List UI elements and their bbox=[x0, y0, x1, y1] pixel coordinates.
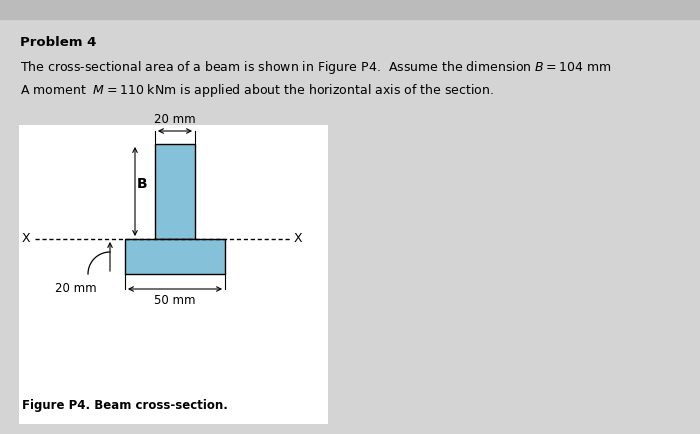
Text: B: B bbox=[137, 177, 148, 191]
Bar bbox=[0, 0, 700, 19]
Text: X: X bbox=[294, 233, 302, 246]
Text: A moment  $M = 110$ kNm is applied about the horizontal axis of the section.: A moment $M = 110$ kNm is applied about … bbox=[20, 82, 493, 99]
Bar bbox=[155, 144, 195, 239]
FancyBboxPatch shape bbox=[18, 124, 328, 424]
Text: X: X bbox=[22, 233, 30, 246]
Text: 20 mm: 20 mm bbox=[154, 113, 196, 126]
Text: Problem 4: Problem 4 bbox=[20, 36, 97, 49]
Text: The cross-sectional area of a beam is shown in Figure P4.  Assume the dimension : The cross-sectional area of a beam is sh… bbox=[20, 59, 612, 76]
Text: Figure P4. Beam cross-section.: Figure P4. Beam cross-section. bbox=[22, 399, 228, 412]
Text: 20 mm: 20 mm bbox=[55, 282, 97, 295]
Bar bbox=[125, 239, 225, 274]
Text: 50 mm: 50 mm bbox=[154, 294, 196, 307]
